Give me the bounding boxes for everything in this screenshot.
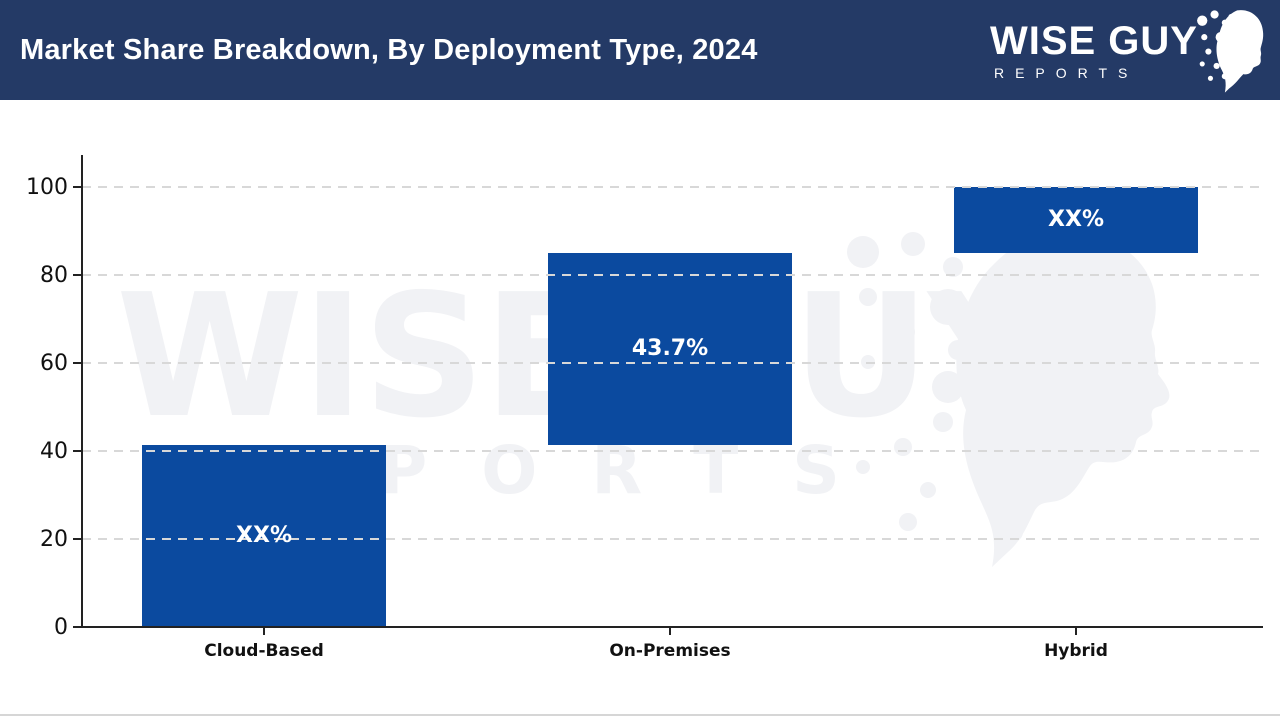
- bar-on-premises: [548, 253, 792, 446]
- x-category-label-cloud-based: Cloud-Based: [204, 641, 324, 661]
- x-tick-mark-cloud-based: [263, 627, 265, 635]
- bottom-rule: [0, 714, 1280, 716]
- gridline-20: [82, 538, 1263, 540]
- logo-brand-subname: REPORTS: [993, 64, 1139, 81]
- gridline-60: [82, 362, 1263, 364]
- x-tick-mark-on-premises: [669, 627, 671, 635]
- y-tick-mark-60: [73, 362, 81, 364]
- logo-face-icon: [1197, 10, 1264, 93]
- y-tick-label-40: 40: [40, 439, 68, 464]
- chart-area: WISE GUY REPORTS 0 20 40 60 80 100 Cloud-Based…: [0, 100, 1280, 720]
- x-category-label-hybrid: Hybrid: [1044, 641, 1108, 661]
- page-title: Market Share Breakdown, By Deployment Ty…: [20, 33, 758, 66]
- y-tick-mark-100: [73, 186, 81, 188]
- gridline-80: [82, 274, 1263, 276]
- x-axis-line: [81, 626, 1263, 628]
- logo-text: WISE GUY REPORTS: [990, 21, 1198, 80]
- y-tick-mark-40: [73, 450, 81, 452]
- y-tick-label-100: 100: [26, 175, 68, 200]
- y-tick-label-20: 20: [40, 527, 68, 552]
- y-tick-mark-20: [73, 538, 81, 540]
- watermark-face-icon: [847, 231, 1170, 567]
- gridline-100: [82, 186, 1263, 188]
- y-tick-label-80: 80: [40, 263, 68, 288]
- header-bar: Market Share Breakdown, By Deployment Ty…: [0, 0, 1280, 100]
- bar-cloud-based: [142, 445, 386, 627]
- y-axis-line: [81, 155, 83, 628]
- bar-value-label-hybrid: XX%: [1048, 207, 1104, 232]
- x-category-label-on-premises: On-Premises: [609, 641, 731, 661]
- x-tick-mark-hybrid: [1075, 627, 1077, 635]
- wise-guy-reports-logo: WISE GUY REPORTS: [990, 6, 1266, 94]
- bar-value-label-cloud-based: XX%: [236, 523, 292, 549]
- y-tick-label-0: 0: [54, 615, 68, 640]
- gridline-40: [82, 450, 1263, 452]
- bar-hybrid: [954, 187, 1198, 253]
- bar-value-label-on-premises: 43.7%: [631, 336, 709, 362]
- y-tick-mark-0: [73, 626, 81, 628]
- y-tick-label-60: 60: [40, 351, 68, 376]
- logo-brand-name: WISE GUY: [989, 18, 1198, 63]
- y-tick-mark-80: [73, 274, 81, 276]
